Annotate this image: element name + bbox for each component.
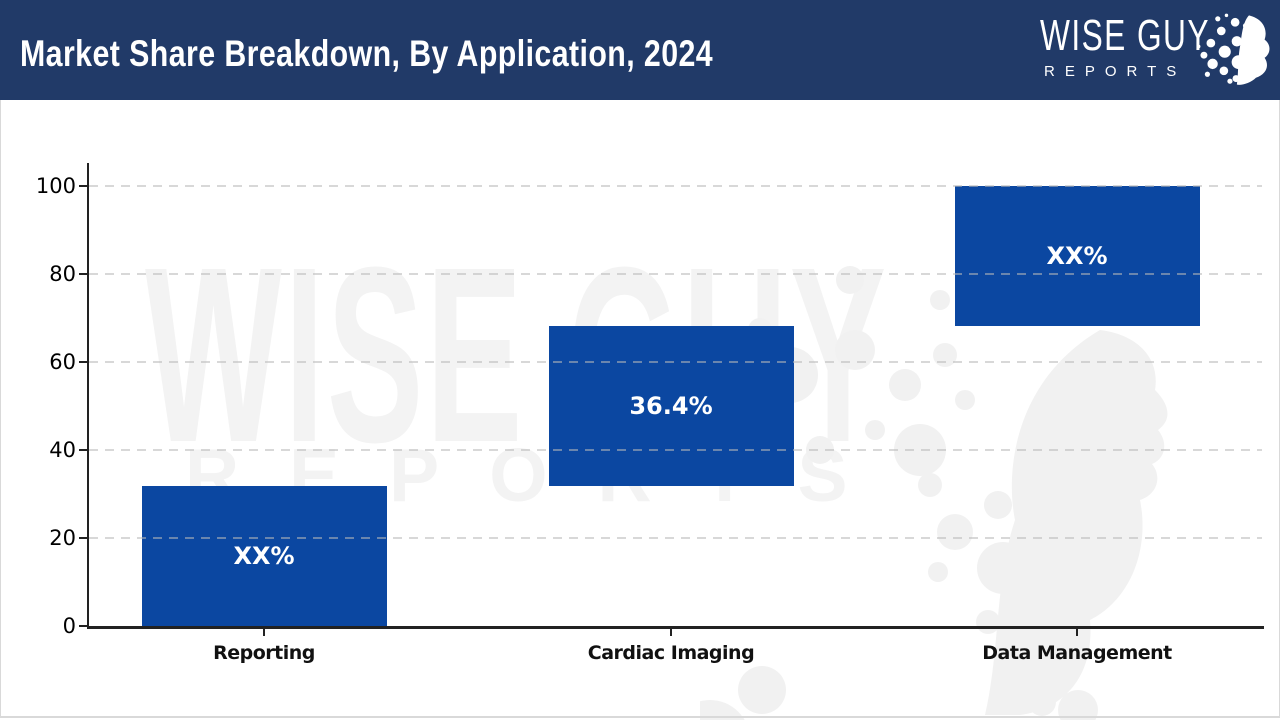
y-axis-label: 20 bbox=[49, 526, 76, 550]
header-bar: Market Share Breakdown, By Application, … bbox=[0, 0, 1280, 100]
y-axis-label: 80 bbox=[49, 262, 76, 286]
x-axis-label: Data Management bbox=[982, 642, 1172, 664]
wiseguy-logo: WISE GUY REPORTS bbox=[1040, 8, 1275, 94]
bar-3 bbox=[954, 186, 1200, 326]
gridline-80 bbox=[89, 273, 1262, 275]
logo-subtext: REPORTS bbox=[1044, 63, 1187, 80]
plot-region: XX% Reporting 36.4% Cardiac Imaging XX% Data … bbox=[0, 100, 1280, 720]
gridline-40 bbox=[89, 449, 1262, 451]
bar-value-label: XX% bbox=[233, 542, 295, 571]
logo-wordmark: WISE GUY bbox=[1040, 11, 1210, 60]
logo-face-icon bbox=[1197, 13, 1270, 85]
y-axis-tick bbox=[79, 361, 87, 363]
y-axis-label: 60 bbox=[49, 350, 76, 374]
x-axis-tick bbox=[1076, 628, 1078, 636]
x-axis-tick bbox=[670, 628, 672, 636]
y-axis-tick bbox=[79, 625, 87, 627]
y-axis-label: 100 bbox=[35, 174, 76, 198]
chart-area: WISE GUY REPORTS XX% Reporting 36.4% Cardia… bbox=[0, 100, 1280, 720]
gridline-60 bbox=[89, 361, 1262, 363]
watermark-face-graphic bbox=[700, 266, 1168, 720]
gridline-100 bbox=[89, 185, 1262, 187]
y-axis-label: 40 bbox=[49, 438, 76, 462]
gridline-20 bbox=[89, 537, 1262, 539]
x-axis-label: Cardiac Imaging bbox=[587, 642, 755, 664]
bar-1 bbox=[141, 486, 387, 626]
y-axis-tick bbox=[79, 273, 87, 275]
y-axis-tick bbox=[79, 537, 87, 539]
y-axis-tick bbox=[79, 185, 87, 187]
x-axis-label: Reporting bbox=[213, 642, 315, 664]
x-axis-spine bbox=[87, 626, 1264, 629]
bar-2 bbox=[548, 325, 794, 487]
y-axis-tick bbox=[79, 449, 87, 451]
page-title: Market Share Breakdown, By Application, … bbox=[20, 33, 714, 74]
x-axis-tick bbox=[263, 628, 265, 636]
bar-value-label: XX% bbox=[1046, 241, 1108, 270]
y-axis-label: 0 bbox=[62, 614, 76, 638]
bar-value-label: 36.4% bbox=[629, 392, 713, 420]
y-axis-spine bbox=[87, 163, 89, 628]
